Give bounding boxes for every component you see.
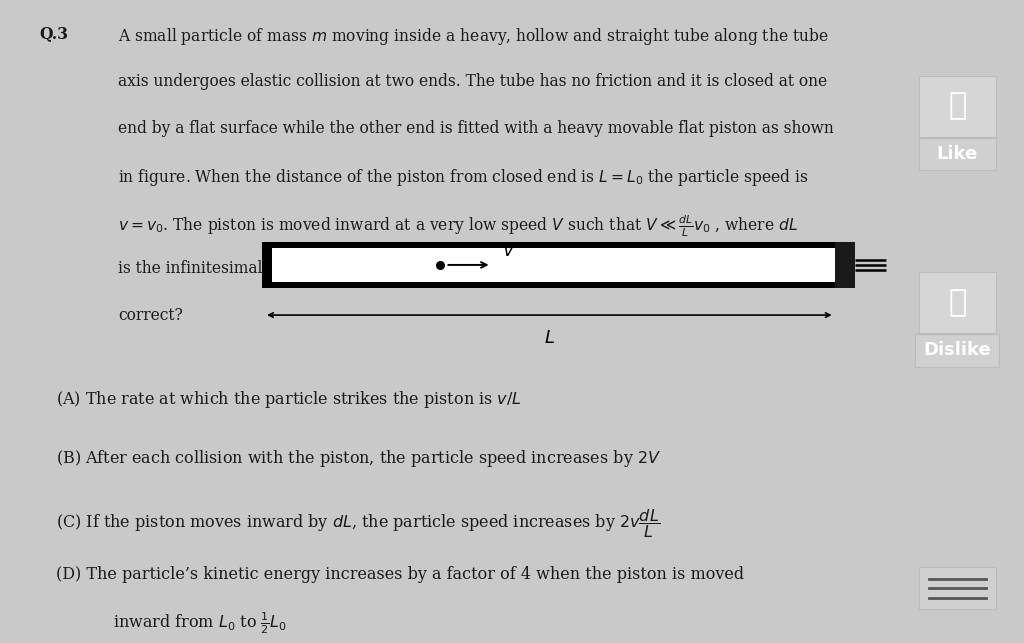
Text: in figure. When the distance of the piston from closed end is $L = L_0$ the part: in figure. When the distance of the pist…	[118, 167, 808, 188]
Bar	[266, 282, 855, 288]
Text: Like: Like	[937, 145, 978, 163]
Text: (D) The particle’s kinetic energy increases by a factor of 4 when the piston is : (D) The particle’s kinetic energy increa…	[56, 566, 744, 583]
Bar	[262, 242, 272, 288]
Text: end by a flat surface while the other end is fitted with a heavy movable flat pi: end by a flat surface while the other en…	[118, 120, 834, 136]
Bar	[920, 76, 995, 137]
Text: Dislike: Dislike	[924, 341, 991, 359]
Text: 👍: 👍	[948, 91, 967, 121]
Text: (A) The rate at which the particle strikes the piston is $v/L$: (A) The rate at which the particle strik…	[56, 389, 522, 410]
Bar	[920, 138, 995, 170]
Text: $L$: $L$	[544, 329, 555, 347]
Text: is the infinitesimal displacement of the piston. Which of the following statemen: is the infinitesimal displacement of the…	[118, 260, 811, 277]
Bar	[835, 242, 855, 288]
Bar	[920, 567, 995, 610]
Text: correct?: correct?	[118, 307, 182, 324]
Text: axis undergoes elastic collision at two ends. The tube has no friction and it is: axis undergoes elastic collision at two …	[118, 73, 827, 89]
Text: $V$: $V$	[502, 243, 516, 260]
Bar	[266, 242, 855, 248]
Text: Q.3: Q.3	[39, 26, 68, 42]
Text: A small particle of mass $m$ moving inside a heavy, hollow and straight tube alo: A small particle of mass $m$ moving insi…	[118, 26, 828, 47]
Text: (B) After each collision with the piston, the particle speed increases by $2V$: (B) After each collision with the piston…	[56, 448, 662, 469]
Bar	[266, 248, 835, 282]
Bar	[920, 271, 995, 333]
Text: inward from $L_0$ to $\frac{1}{2}L_0$: inward from $L_0$ to $\frac{1}{2}L_0$	[113, 610, 287, 636]
Text: (C) If the piston moves inward by $dL$, the particle speed increases by $2v\dfra: (C) If the piston moves inward by $dL$, …	[56, 507, 660, 540]
Bar	[915, 334, 999, 367]
Text: 👎: 👎	[948, 287, 967, 317]
Text: $v = v_0$. The piston is moved inward at a very low speed $V$ such that $V \ll \: $v = v_0$. The piston is moved inward at…	[118, 213, 798, 239]
